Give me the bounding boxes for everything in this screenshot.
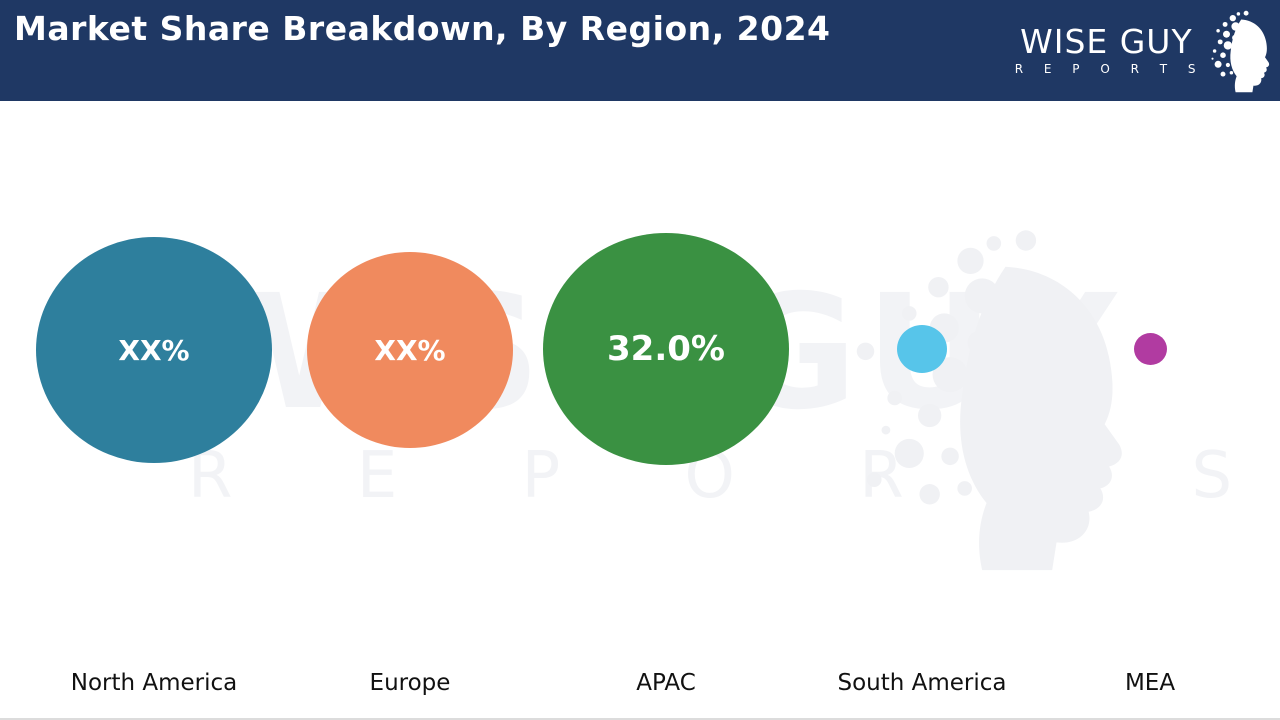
category-label-mea: MEA: [1124, 670, 1176, 696]
logo-subtitle: R E P O R T S: [1014, 62, 1204, 76]
chart-title: Market Share Breakdown, By Region, 2024: [14, 9, 831, 48]
bubble-south-america: [897, 325, 947, 373]
header-bar: Market Share Breakdown, By Region, 2024 …: [0, 0, 1280, 101]
category-label-europe: Europe: [369, 670, 451, 696]
bubble-value-label: 32.0%: [607, 329, 725, 369]
bubble-value-label: XX%: [374, 333, 446, 367]
bubble-europe: XX%: [307, 252, 513, 448]
bubble-north-america: XX%: [36, 237, 272, 463]
category-label-south-america: South America: [837, 670, 1007, 696]
watermark-head-profile-icon: [856, 230, 1122, 571]
bubble-value-label: XX%: [118, 333, 190, 367]
bubble-mea: [1133, 333, 1167, 365]
wise-guy-reports-logo: WISE GUY R E P O R T S: [1015, 0, 1274, 101]
logo-wordmark: WISE GUY: [1020, 22, 1193, 61]
bottom-divider: [0, 718, 1280, 720]
category-label-north-america: North America: [70, 670, 238, 696]
dotted-head-profile-icon: [1211, 10, 1270, 93]
logo-text: WISE GUY R E P O R T S: [1009, 22, 1204, 77]
bubble-apac: 32.0%: [543, 233, 789, 465]
category-label-apac: APAC: [636, 670, 696, 696]
